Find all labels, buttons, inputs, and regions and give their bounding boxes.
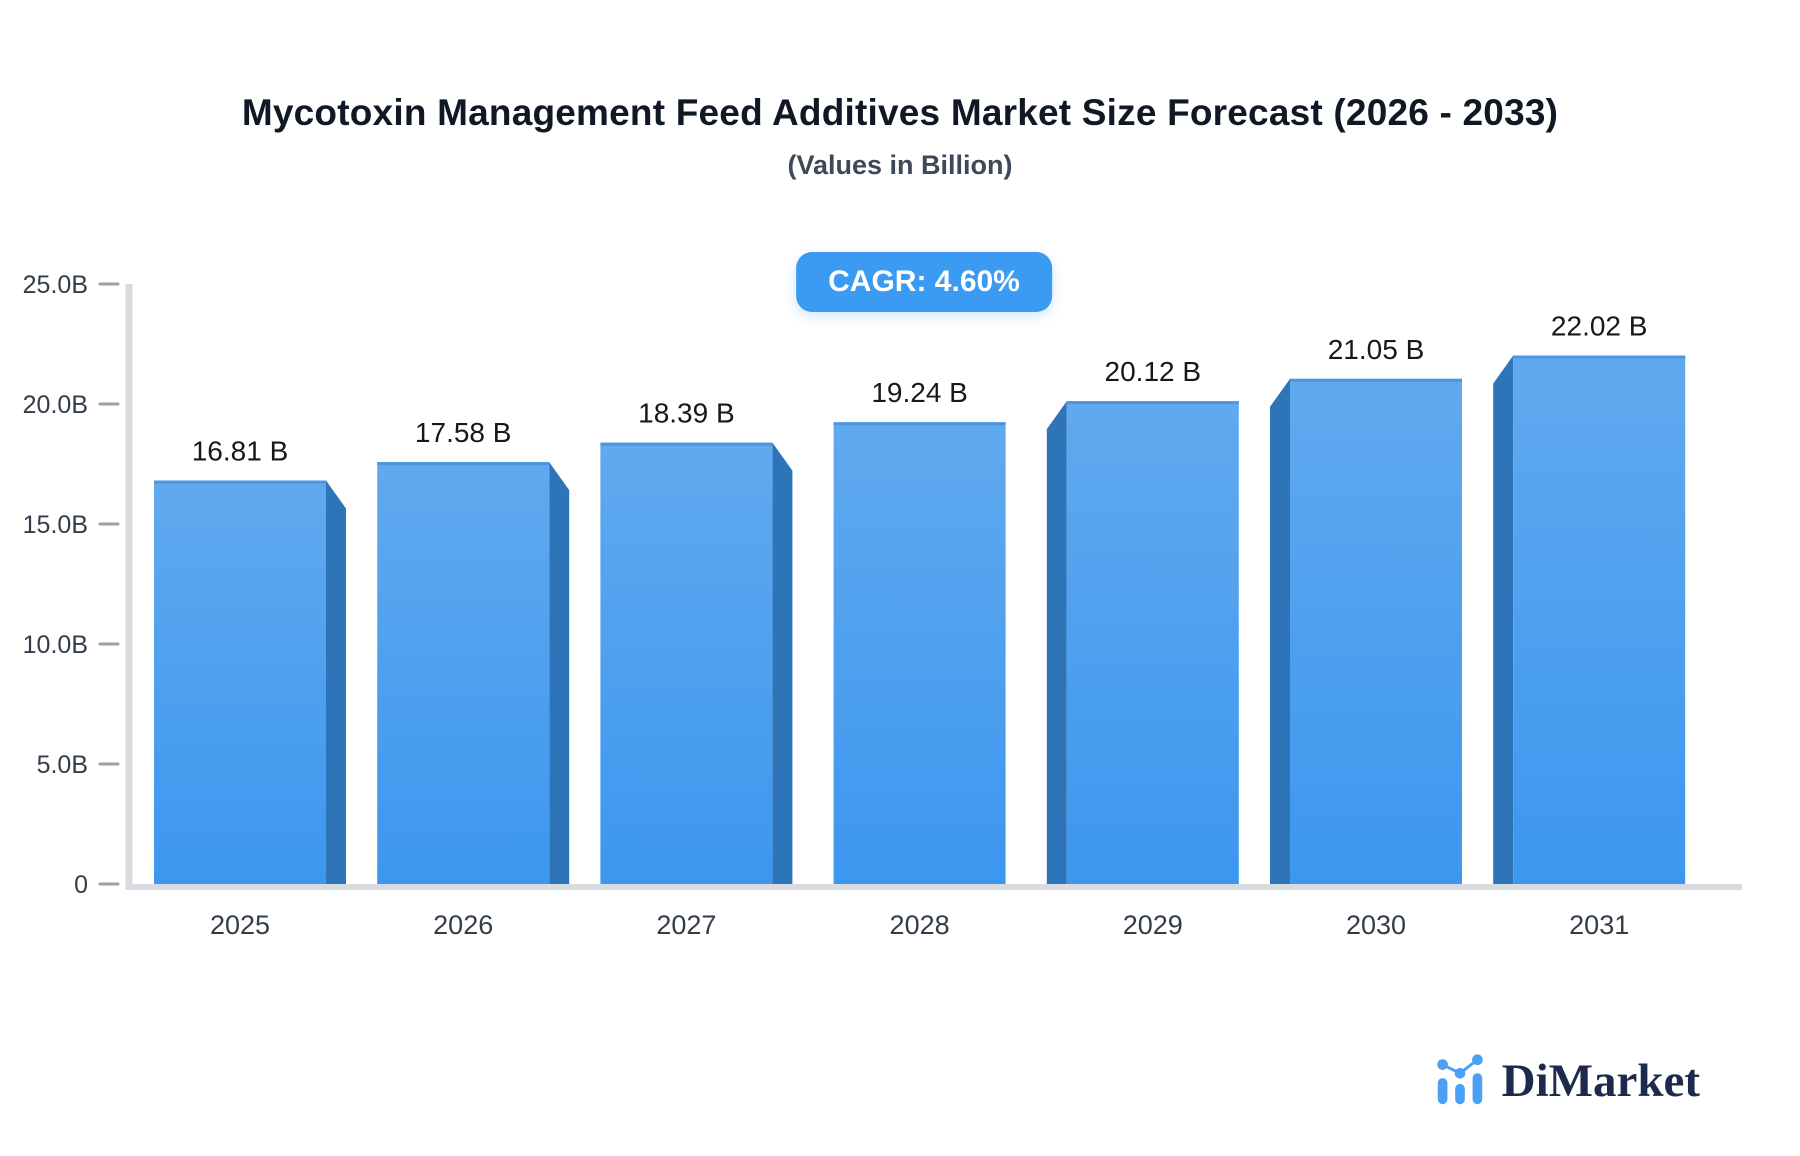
x-axis-label: 2031 — [1569, 910, 1629, 940]
bar-top-edge — [833, 422, 1006, 426]
bar-value-label: 22.02 B — [1551, 311, 1648, 342]
y-axis-label: 25.0B — [23, 271, 88, 299]
bar-side — [1270, 378, 1290, 884]
chart-title: Mycotoxin Management Feed Additives Mark… — [241, 92, 1559, 133]
bar-line-chart-icon — [1436, 1054, 1483, 1105]
bar-side — [772, 442, 793, 884]
x-axis-label: 2025 — [210, 910, 270, 940]
bar-side — [549, 462, 570, 884]
x-axis-label: 2029 — [1123, 910, 1183, 940]
bar-top-edge — [1066, 401, 1239, 405]
cagr-badge: CAGR: 4.60% — [796, 252, 1052, 312]
bar-2029 — [1066, 401, 1239, 884]
y-axis-label: 5.0B — [37, 751, 88, 779]
bar-value-label: 17.58 B — [415, 417, 512, 448]
bar-2031 — [1513, 355, 1686, 884]
x-axis-label: 2030 — [1346, 910, 1406, 940]
x-axis-label: 2026 — [433, 910, 493, 940]
x-axis-label: 2027 — [656, 910, 716, 940]
bar-value-label: 16.81 B — [192, 436, 289, 467]
bar-top-edge — [1290, 378, 1462, 382]
chart-subtitle: (Values in Billion) — [787, 150, 1013, 180]
bar-value-label: 19.24 B — [871, 377, 968, 408]
bar-2028 — [833, 422, 1006, 884]
bar-top-edge — [377, 462, 550, 466]
bar-2030 — [1290, 378, 1462, 884]
x-axis-label: 2028 — [890, 910, 950, 940]
bar-top-edge — [600, 442, 773, 446]
bar-2026 — [377, 462, 550, 884]
bar-value-label: 18.39 B — [638, 398, 735, 429]
bar-2027 — [600, 442, 773, 884]
y-axis-label: 10.0B — [23, 631, 88, 659]
bar-side — [1046, 401, 1067, 884]
brand-logo-text: DiMarket — [1501, 1054, 1700, 1107]
y-axis-label: 20.0B — [23, 391, 88, 419]
bar-side — [326, 480, 346, 884]
bar-top-edge — [1513, 355, 1686, 359]
bar-2025 — [154, 480, 326, 884]
y-axis-label: 0 — [74, 871, 88, 899]
bar-value-label: 20.12 B — [1105, 356, 1202, 387]
y-axis-label: 15.0B — [23, 511, 88, 539]
bar-value-label: 21.05 B — [1328, 334, 1425, 365]
brand-logo: DiMarket — [1431, 1052, 1700, 1110]
bar-side — [1493, 355, 1514, 884]
bar-top-edge — [154, 480, 326, 484]
